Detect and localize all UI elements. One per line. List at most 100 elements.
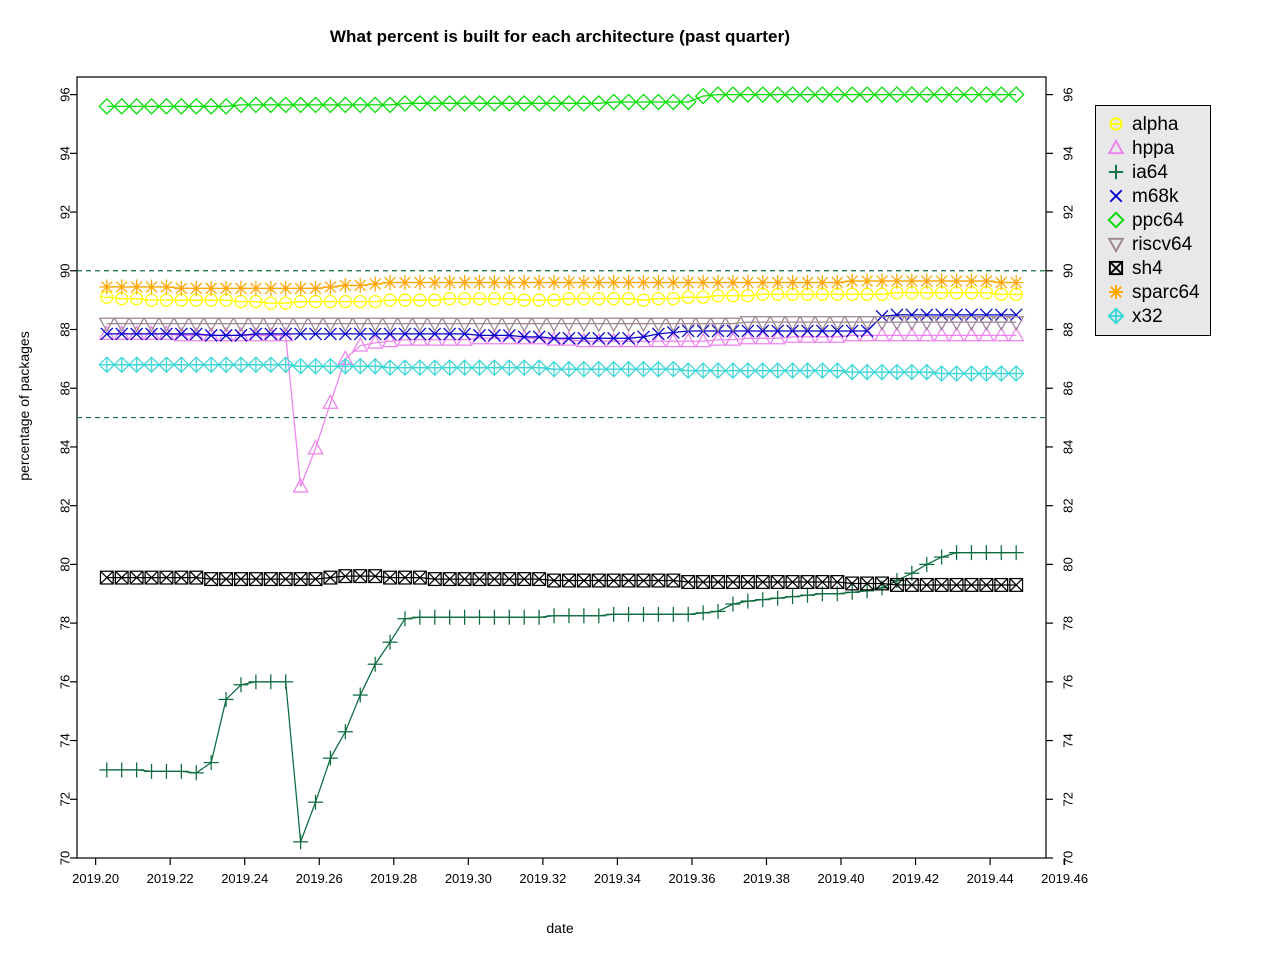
series-marker <box>486 317 503 333</box>
series-marker <box>873 326 891 342</box>
series-marker <box>1009 308 1023 322</box>
series-marker <box>651 327 665 341</box>
y-tick-label-right: 88 <box>1061 322 1076 336</box>
series-marker <box>353 569 368 583</box>
series-marker <box>890 578 904 592</box>
series-marker <box>650 317 667 333</box>
series-marker <box>384 276 396 289</box>
series-marker <box>681 575 696 589</box>
series-marker <box>769 316 786 331</box>
series-marker <box>129 570 144 585</box>
series-marker <box>442 572 457 586</box>
series-marker <box>219 572 233 586</box>
series-marker <box>920 275 933 287</box>
series-marker <box>904 577 919 592</box>
series-marker <box>606 573 621 588</box>
series-marker <box>978 326 995 342</box>
series-marker <box>814 328 831 343</box>
series-marker <box>516 317 533 333</box>
legend-item-x32[interactable]: x32 <box>1103 304 1200 328</box>
series-marker <box>769 329 786 345</box>
series-marker <box>100 327 114 341</box>
series-marker <box>115 327 129 341</box>
series-marker <box>918 316 935 331</box>
series-marker <box>651 573 666 588</box>
legend-item-label: m68k <box>1132 185 1179 207</box>
series-marker <box>189 570 204 585</box>
x-tick-label: 2019.20 <box>72 871 119 886</box>
series-marker <box>143 97 160 115</box>
series-marker <box>918 326 935 342</box>
x-tick-label: 2019.30 <box>445 871 492 886</box>
series-marker <box>740 575 755 590</box>
legend-item-sh4[interactable]: sh4 <box>1103 256 1200 280</box>
series-marker <box>873 316 891 331</box>
series-marker <box>830 324 844 338</box>
y-tick-label-right: 78 <box>1061 616 1076 630</box>
series-marker <box>144 570 159 585</box>
series-marker <box>785 575 800 589</box>
legend-item-sparc64[interactable]: sparc64 <box>1103 280 1200 304</box>
series-marker <box>532 572 547 587</box>
series-marker <box>158 317 175 333</box>
series-marker <box>473 328 486 342</box>
series-marker <box>456 330 473 346</box>
series-marker <box>949 577 964 592</box>
series-marker <box>741 324 755 338</box>
series-marker <box>711 575 725 589</box>
series-line <box>106 333 1017 487</box>
series-marker <box>875 576 890 591</box>
legend-item-alpha[interactable]: alpha <box>1103 112 1200 136</box>
y-tick-label-right: 70 <box>1061 851 1076 865</box>
y-tick-label-right: 96 <box>1061 87 1076 101</box>
series-marker <box>396 317 414 333</box>
series-marker <box>353 327 367 341</box>
legend-item-m68k[interactable]: m68k <box>1103 184 1200 208</box>
series-marker <box>739 329 757 345</box>
series-marker <box>175 282 188 295</box>
series-marker <box>606 573 621 588</box>
series-marker <box>202 97 220 115</box>
series-marker <box>562 331 576 345</box>
x-tick-label: 2019.28 <box>370 871 417 886</box>
series-marker <box>113 317 130 333</box>
legend-item-hppa[interactable]: hppa <box>1103 136 1200 160</box>
series-marker <box>98 97 116 115</box>
series-marker <box>754 86 772 104</box>
series-marker <box>890 308 904 322</box>
legend-item-riscv64[interactable]: riscv64 <box>1103 232 1200 256</box>
series-marker <box>248 572 263 587</box>
series-marker <box>145 327 158 341</box>
series-marker <box>427 572 442 586</box>
series-marker <box>977 86 995 104</box>
series-marker <box>591 573 606 588</box>
series-marker <box>830 575 845 589</box>
series-marker <box>814 316 831 331</box>
triangle-up-icon <box>1103 136 1129 160</box>
series-marker <box>860 324 874 338</box>
legend-item-ppc64[interactable]: ppc64 <box>1103 208 1200 232</box>
series-marker <box>948 326 965 342</box>
series-marker <box>487 328 501 342</box>
series-marker <box>232 317 250 333</box>
series-marker <box>383 570 398 585</box>
series-marker <box>294 282 307 295</box>
series-marker <box>681 575 696 590</box>
series-marker <box>411 95 429 112</box>
series-marker <box>500 95 518 112</box>
series-marker <box>650 332 667 348</box>
series-marker <box>381 96 399 114</box>
series-marker <box>99 570 114 585</box>
series-marker <box>533 276 545 289</box>
x-tick-label: 2019.46 <box>1041 871 1088 886</box>
series-marker <box>129 570 144 585</box>
legend-item-ia64[interactable]: ia64 <box>1103 160 1200 184</box>
series-ppc64 <box>98 86 1025 115</box>
series-marker <box>293 572 308 587</box>
series-marker <box>620 332 637 348</box>
series-marker <box>158 97 175 115</box>
series-marker <box>323 570 338 585</box>
x-tick-label: 2019.42 <box>892 871 939 886</box>
x-tick-label: 2019.22 <box>147 871 194 886</box>
